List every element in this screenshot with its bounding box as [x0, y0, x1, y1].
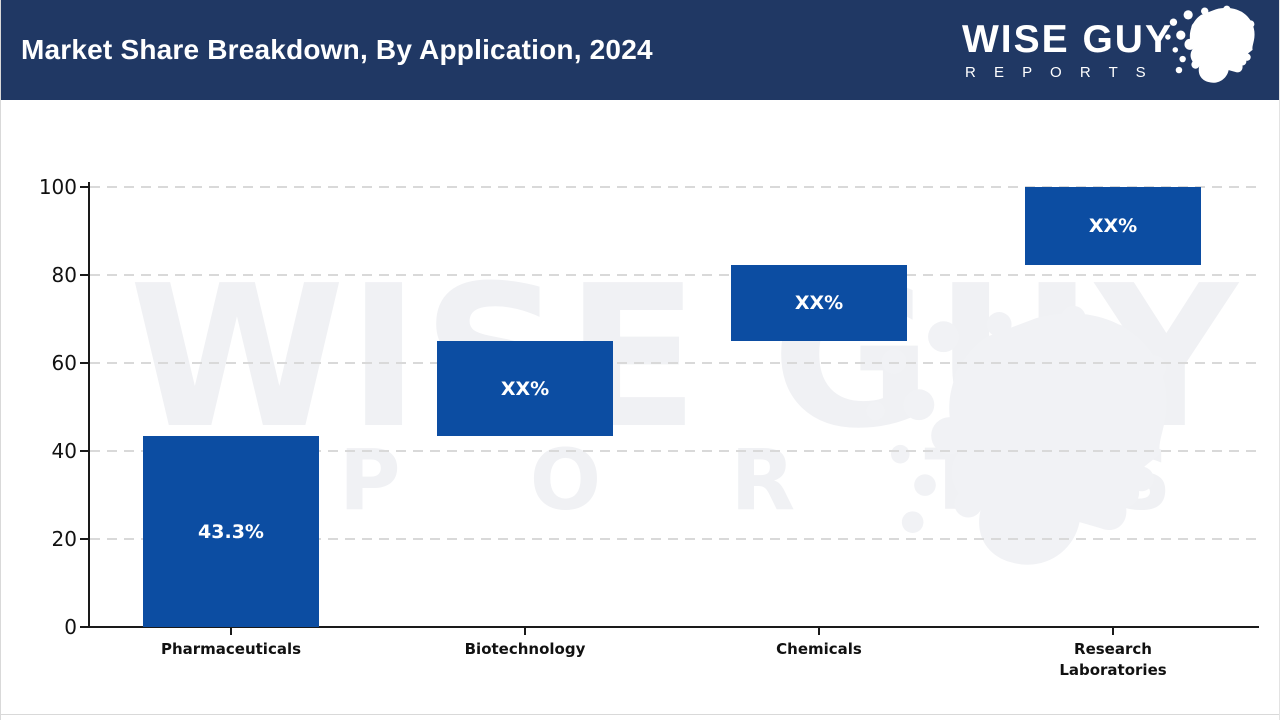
y-axis-line [88, 182, 90, 628]
y-tick-label-100: 100 [38, 175, 77, 199]
bar-value-label: XX% [794, 291, 844, 314]
x-tick-3 [818, 628, 820, 635]
gridline-40 [90, 450, 1259, 452]
x-tick-1 [230, 628, 232, 635]
logo-subtitle: R E P O R T S [964, 64, 1153, 81]
header-bar: Market Share Breakdown, By Application, … [1, 0, 1279, 100]
y-tick-20 [80, 538, 88, 540]
bar-chemicals: XX% [731, 264, 907, 341]
bar-pharmaceuticals: 43.3% [143, 436, 319, 627]
y-tick-0 [80, 626, 88, 628]
x-category-label: Biotechnology [464, 640, 586, 658]
logo-text: WISE GUY R E P O R T S [962, 20, 1173, 80]
x-category-label: Pharmaceuticals [160, 640, 302, 658]
bar-value-label: XX% [500, 377, 550, 400]
x-tick-4 [1112, 628, 1114, 635]
x-category-label: Research Laboratories [1059, 640, 1167, 679]
y-tick-80 [80, 274, 88, 276]
bar-biotechnology: XX% [437, 341, 613, 437]
bar-value-label: XX% [1088, 214, 1138, 237]
bar-research-laboratories: XX% [1025, 187, 1201, 265]
y-tick-60 [80, 362, 88, 364]
y-tick-label-0: 0 [64, 615, 77, 639]
dotted-face-profile-icon [1165, 5, 1255, 83]
bottom-border [1, 714, 1279, 715]
y-tick-100 [80, 186, 88, 188]
gridline-20 [90, 538, 1259, 540]
gridline-60 [90, 362, 1259, 364]
y-tick-label-60: 60 [51, 351, 77, 375]
x-category-label: Chemicals [776, 640, 862, 658]
y-tick-40 [80, 450, 88, 452]
gridline-100 [90, 186, 1259, 188]
x-tick-2 [524, 628, 526, 635]
y-tick-label-40: 40 [51, 439, 77, 463]
logo-wordmark: WISE GUY [961, 18, 1173, 61]
bar-value-label: 43.3% [198, 520, 264, 543]
y-tick-label-20: 20 [51, 527, 77, 551]
chart-title: Market Share Breakdown, By Application, … [21, 34, 653, 65]
y-tick-label-80: 80 [51, 263, 77, 287]
gridline-80 [90, 274, 1259, 276]
wise-guy-reports-logo: WISE GUY R E P O R T S [962, 5, 1267, 94]
x-axis-line [88, 626, 1259, 628]
